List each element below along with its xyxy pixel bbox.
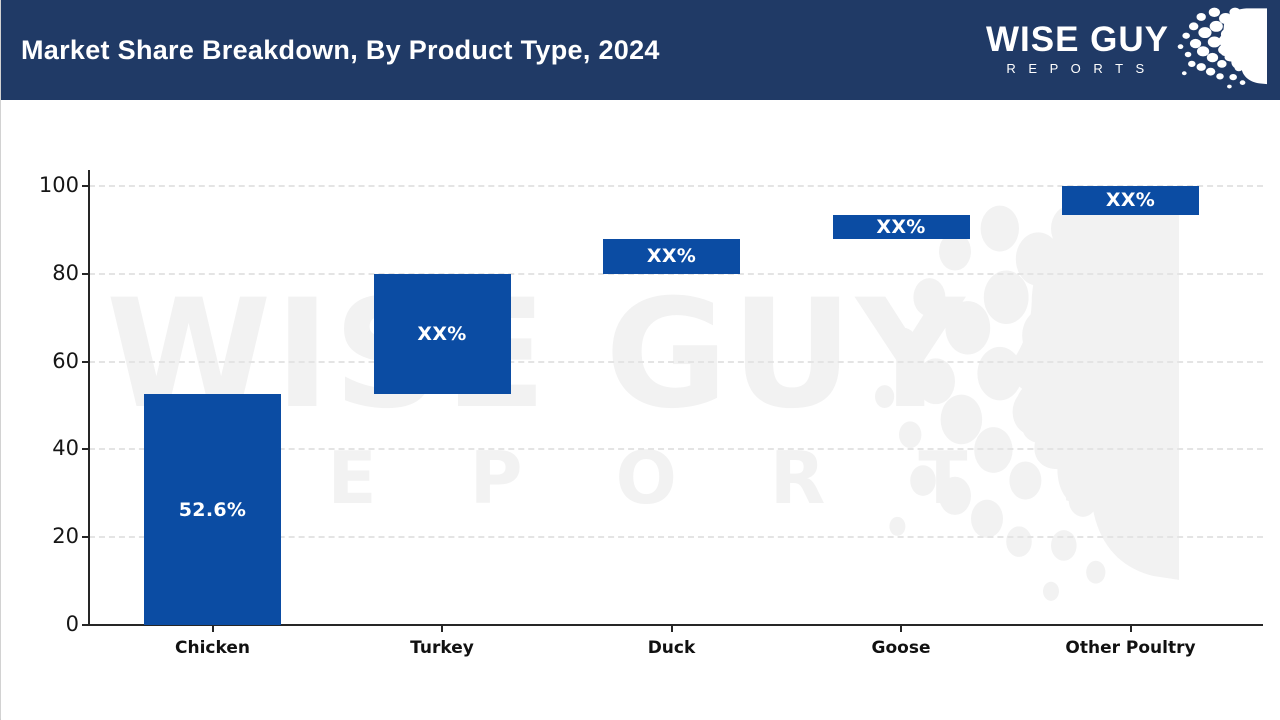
bar-goose: XX%: [832, 214, 970, 239]
bar-value-label: XX%: [417, 322, 467, 345]
gridline-80: [89, 272, 1263, 275]
x-axis-line: [88, 624, 1263, 626]
gridline-20: [89, 536, 1263, 539]
bar-value-label: 52.6%: [178, 498, 247, 521]
y-tick-mark: [82, 536, 89, 539]
gridline-40: [89, 448, 1263, 451]
logo-text: WISE GUY R E P O R T S: [985, 20, 1169, 76]
bar-other-poultry: XX%: [1062, 186, 1199, 215]
bar-duck: XX%: [603, 238, 740, 274]
y-axis-line: [88, 170, 90, 626]
y-tick-mark: [82, 624, 89, 626]
gridline-60: [89, 360, 1263, 363]
logo-face-icon: [1173, 6, 1267, 92]
chart-plot-area: WISE GUY R E P O R T S 0 20 40 60 80 100 52.6%…: [1, 100, 1280, 720]
y-tick-label: 60: [52, 348, 79, 373]
gridline-100: [89, 185, 1263, 187]
x-tick-mark: [441, 626, 443, 632]
y-tick-label: 80: [52, 260, 79, 285]
bar-value-label: XX%: [876, 215, 926, 238]
wise-guy-logo: WISE GUY R E P O R T S: [986, 6, 1267, 92]
x-tick-mark: [670, 626, 673, 632]
logo-subtitle: R E P O R T S: [1006, 60, 1149, 76]
category-label: Chicken: [175, 638, 250, 658]
bar-value-label: XX%: [1105, 189, 1156, 212]
y-tick-mark: [82, 272, 89, 275]
x-tick-mark: [1129, 626, 1132, 632]
y-tick-mark: [82, 185, 89, 187]
y-tick-label: 40: [52, 436, 79, 461]
category-label: Duck: [647, 638, 696, 658]
bar-turkey: XX%: [373, 273, 511, 395]
logo-wordmark: WISE GUY: [985, 20, 1169, 60]
category-label: Turkey: [410, 638, 474, 658]
y-tick-label: 100: [38, 173, 79, 197]
bar-value-label: XX%: [646, 245, 697, 268]
y-tick-mark: [82, 360, 89, 363]
x-tick-mark: [211, 626, 214, 632]
category-label: Goose: [871, 638, 931, 658]
header-bar: Market Share Breakdown, By Product Type,…: [1, 0, 1280, 100]
y-tick-label: 20: [52, 524, 79, 549]
category-label: Other Poultry: [1065, 638, 1196, 658]
watermark-face-icon: [859, 198, 1179, 618]
y-tick-mark: [82, 448, 89, 451]
chart-title: Market Share Breakdown, By Product Type,…: [21, 34, 660, 65]
x-tick-mark: [900, 626, 902, 632]
y-tick-label: 0: [65, 612, 79, 636]
bar-chicken: 52.6%: [144, 394, 281, 625]
